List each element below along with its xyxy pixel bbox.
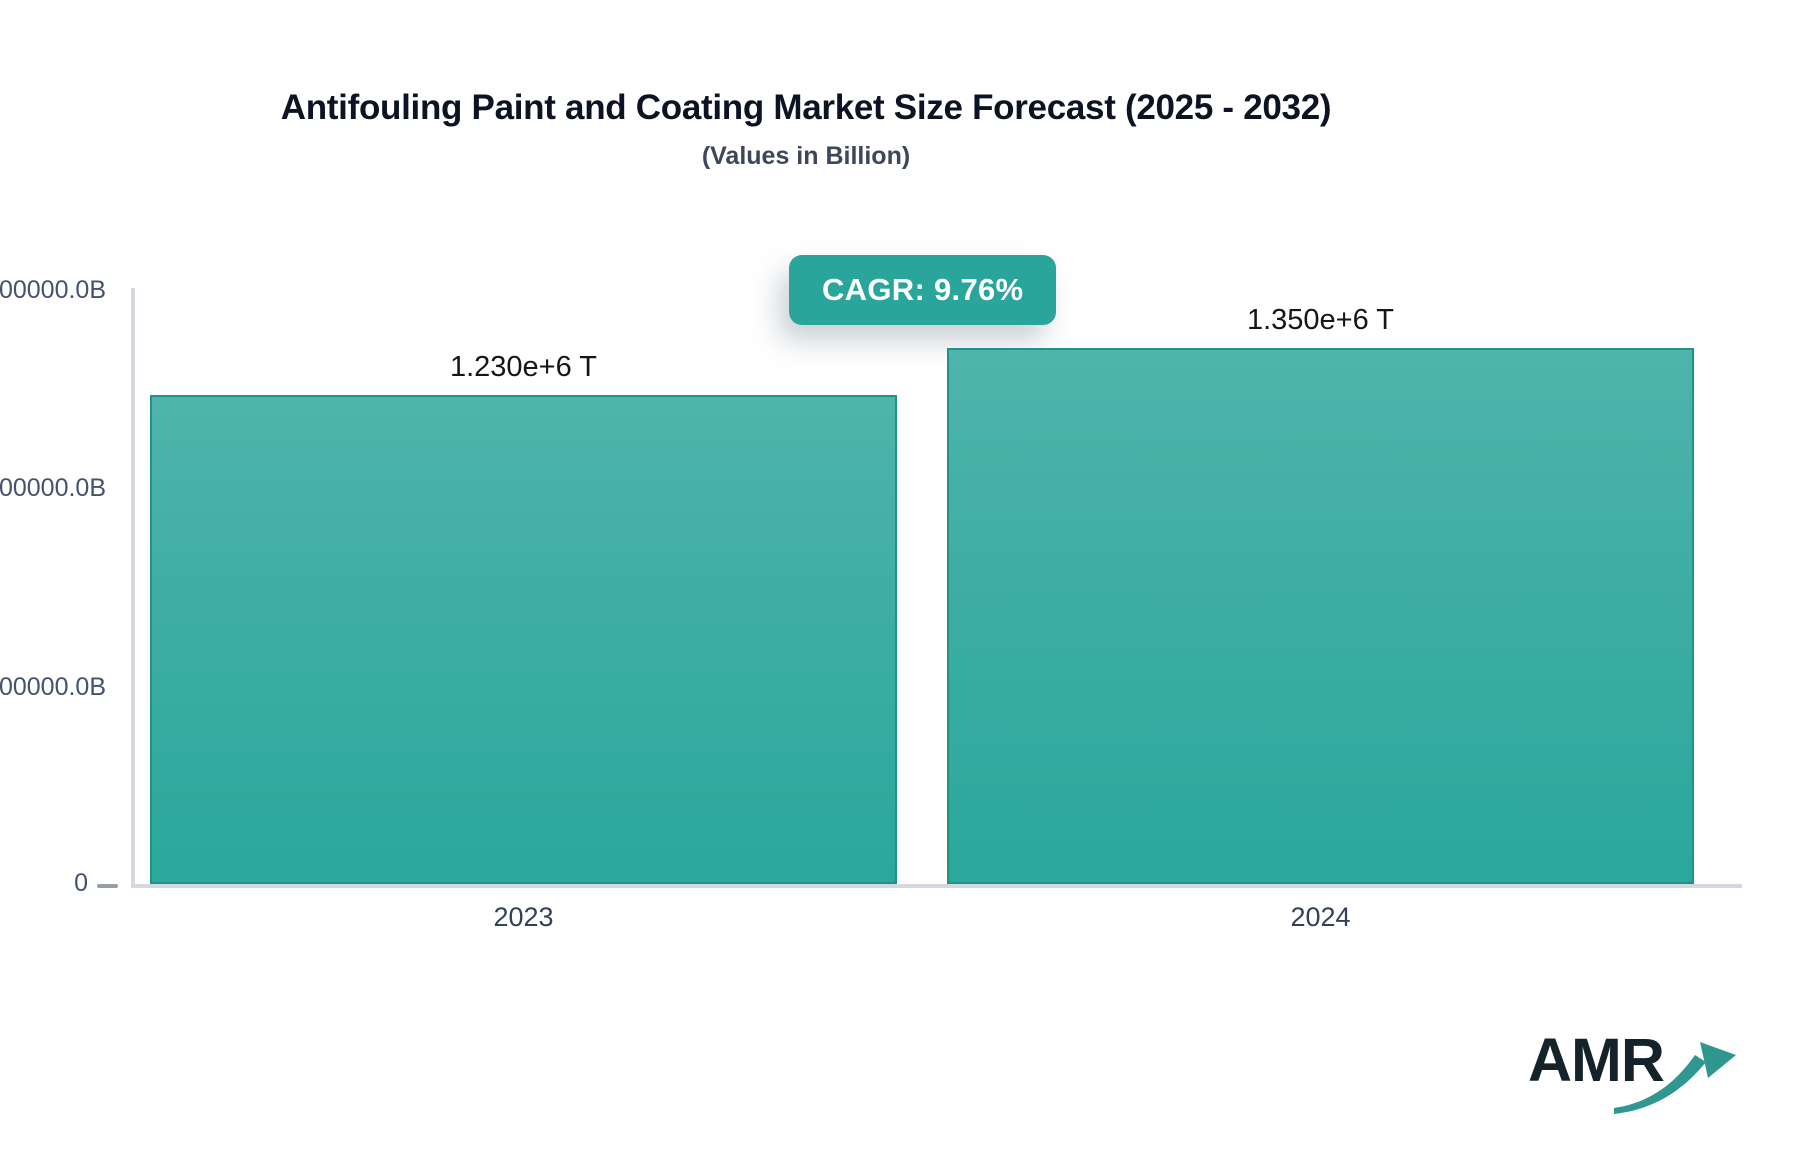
bar-group-2023: 1.230e+6 T [150,288,897,884]
bar-value-label: 1.230e+6 T [449,351,597,384]
x-axis-label-2023: 2023 [493,902,554,932]
amr-logo-text: AMR [1528,1026,1665,1094]
y-axis-tick-label: 00000.0B [0,476,106,501]
cagr-badge-label: CAGR: 9.76% [822,272,1024,307]
chart-header: Antifouling Paint and Coating Market Siz… [0,88,1612,171]
amr-logo: AMR [1528,1026,1736,1115]
cagr-badge: CAGR: 9.76% [789,255,1057,325]
growth-arrow-icon [1614,1042,1736,1114]
bar-group-2024: 1.350e+6 T [947,288,1694,884]
x-axis-label-2024: 2024 [1290,902,1351,932]
bar-2023 [150,395,897,884]
chart-title: Antifouling Paint and Coating Market Siz… [280,88,1332,127]
bar-value-label: 1.350e+6 T [1246,303,1394,336]
y-axis-tick-label: 00000.0B [0,278,106,303]
chart-subtitle: (Values in Billion) [701,142,911,170]
y-axis-zero-label: 0 [74,871,88,896]
x-axis-labels: 2023 2024 [135,902,1742,938]
bar-2024 [947,347,1694,884]
plot-area: 1.230e+6 T 1.350e+6 T [131,288,1742,888]
y-axis-zero-tick-mark [97,884,118,888]
y-axis-tick-label: 00000.0B [0,675,106,700]
